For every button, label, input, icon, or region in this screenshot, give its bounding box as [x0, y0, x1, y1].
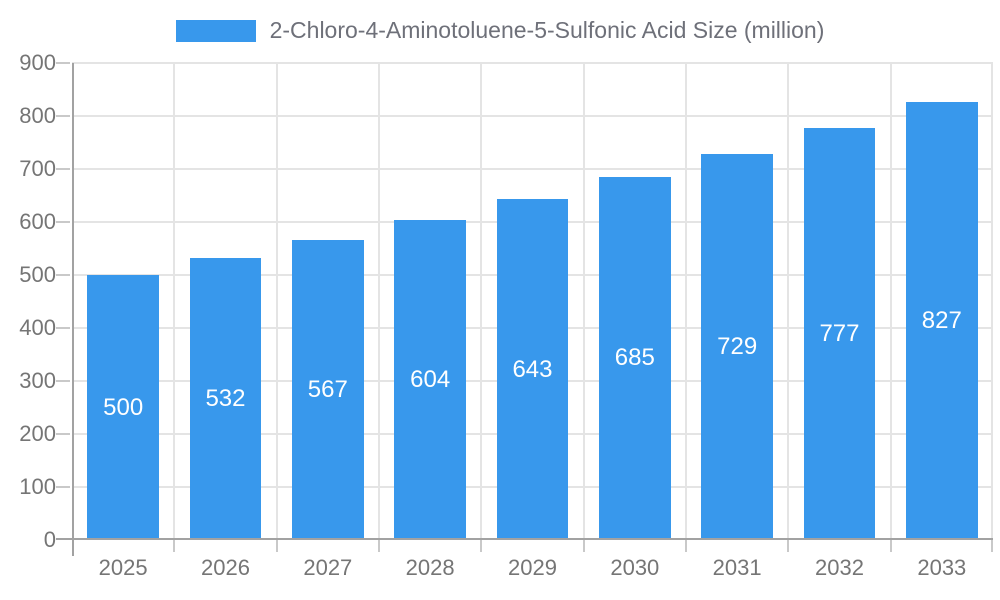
x-axis-tick-label: 2029 — [508, 555, 557, 580]
x-tick-mark — [480, 540, 483, 552]
v-gridline — [173, 63, 176, 540]
legend-swatch — [175, 19, 256, 42]
bar-value-label: 777 — [819, 320, 860, 348]
x-axis-tick-label: 2033 — [917, 555, 967, 580]
h-gridline — [72, 168, 993, 170]
v-gridline — [275, 63, 278, 540]
y-axis-tick-label: 400 — [19, 315, 56, 340]
x-axis-tick-label: 2032 — [815, 555, 864, 580]
bar-value-label: 643 — [512, 355, 553, 383]
legend-item[interactable]: 2-Chloro-4-Aminotoluene-5-Sulfonic Acid … — [175, 17, 825, 43]
bar[interactable]: 643 — [496, 199, 569, 540]
bar[interactable]: 500 — [87, 275, 159, 540]
y-axis-tick-label: 300 — [19, 367, 56, 393]
x-axis-tick-label: 2031 — [712, 555, 762, 580]
bar-value-label: 827 — [921, 306, 962, 334]
y-axis-line — [72, 63, 74, 556]
h-gridline — [72, 115, 993, 117]
y-tick-mark — [56, 168, 70, 170]
bar-value-label: 500 — [103, 393, 144, 421]
v-gridline — [480, 63, 483, 540]
y-tick-mark — [56, 379, 70, 382]
y-axis-tick-label: 700 — [19, 156, 56, 181]
v-gridline — [377, 63, 380, 540]
bar-value-label: 685 — [614, 344, 655, 372]
x-axis-tick-label: 2030 — [610, 555, 660, 580]
v-gridline — [991, 63, 993, 540]
bar[interactable]: 604 — [394, 219, 466, 540]
x-tick-mark — [173, 540, 176, 552]
legend-label: 2-Chloro-4-Aminotoluene-5-Sulfonic Acid … — [269, 17, 825, 43]
bar[interactable]: 567 — [292, 239, 364, 540]
x-tick-mark — [787, 540, 790, 552]
plot-area: 500 532 567 604 643 685 729 777 827 — [56, 62, 993, 556]
y-axis-tick-label: 100 — [19, 474, 56, 499]
bar[interactable]: 777 — [803, 128, 876, 540]
x-tick-mark — [889, 540, 892, 552]
y-axis-tick-label: 600 — [19, 208, 56, 234]
x-tick-mark — [377, 540, 380, 552]
bar[interactable]: 532 — [189, 258, 262, 540]
bar[interactable]: 827 — [906, 101, 978, 540]
legend: 2-Chloro-4-Aminotoluene-5-Sulfonic Acid … — [0, 17, 1000, 43]
x-tick-mark — [582, 540, 585, 552]
x-axis-tick-label: 2026 — [201, 555, 250, 580]
y-tick-mark — [56, 433, 70, 435]
x-tick-mark — [275, 540, 278, 552]
y-axis-tick-label: 500 — [19, 262, 56, 287]
y-tick-mark — [56, 62, 70, 64]
x-axis-line — [56, 538, 993, 540]
x-axis-tick-label: 2027 — [303, 555, 353, 580]
x-tick-mark — [684, 540, 687, 552]
bar-value-label: 729 — [717, 332, 758, 360]
y-tick-mark — [56, 486, 70, 488]
y-tick-mark — [56, 327, 70, 329]
bar-value-label: 567 — [307, 375, 348, 403]
bar[interactable]: 729 — [701, 153, 773, 540]
y-axis-tick-label: 200 — [19, 421, 56, 446]
y-tick-mark — [56, 274, 70, 276]
x-axis-tick-label: 2028 — [405, 555, 455, 580]
v-gridline — [787, 63, 790, 540]
bar[interactable]: 685 — [599, 176, 671, 540]
x-axis-tick-label: 2025 — [98, 555, 148, 580]
y-axis-tick-label: 0 — [43, 527, 56, 552]
v-gridline — [684, 63, 687, 540]
h-gridline — [72, 62, 993, 64]
y-axis-tick-label: 900 — [19, 50, 56, 75]
v-gridline — [889, 63, 892, 540]
v-gridline — [582, 63, 585, 540]
bar-value-label: 604 — [410, 365, 451, 393]
y-tick-mark — [56, 220, 70, 223]
y-axis-tick-label: 800 — [19, 103, 56, 128]
x-axis-labels: 2025 2026 2027 2028 2029 2030 2031 2032 2033 — [72, 540, 993, 584]
y-tick-mark — [56, 115, 70, 117]
y-axis-labels: 0 100 200 300 400 500 600 700 800 900 — [0, 52, 56, 551]
bar-value-label: 532 — [205, 385, 246, 413]
x-tick-mark — [991, 540, 993, 552]
